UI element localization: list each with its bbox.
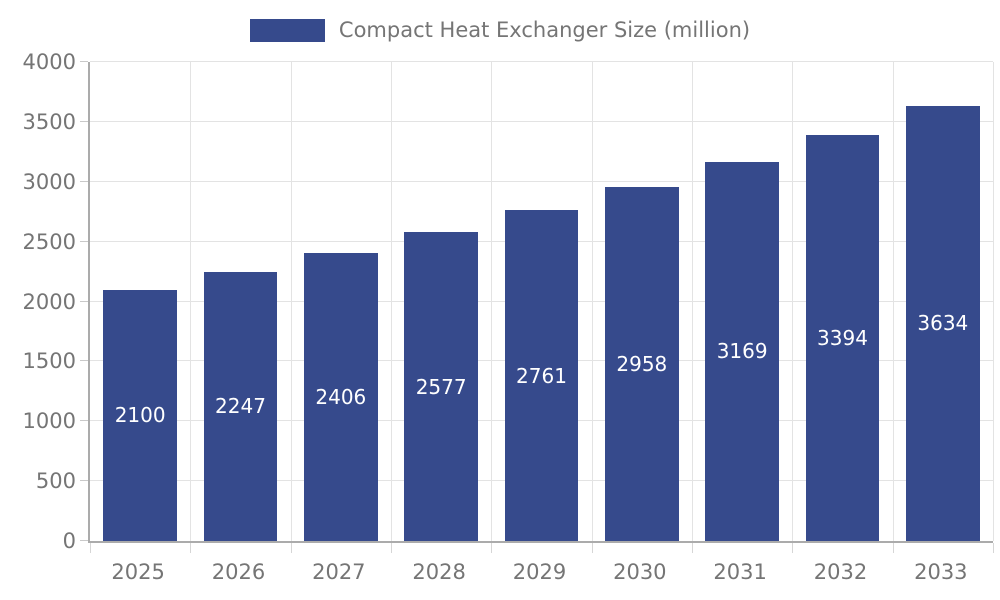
bar-value-label: 2577 [415,374,467,399]
x-tick-label: 2026 [211,560,266,584]
x-tick-mark [390,543,392,553]
y-tick-mark [80,120,88,122]
gridline-h [90,180,993,182]
y-tick-label: 0 [62,529,76,553]
y-axis-labels: 0 500 1000 1500 2000 2500 3000 3500 4000 [0,50,76,553]
x-tick-mark [691,543,693,553]
gridline-v [190,62,192,541]
y-tick-mark [80,300,88,302]
gridline-v [892,62,894,541]
y-tick-label: 2000 [22,289,76,314]
bar-2032[interactable]: 3394 [805,134,880,541]
x-tick-mark [90,543,91,553]
legend[interactable]: Compact Heat Exchanger Size (million) [0,18,1000,42]
y-tick-mark [80,180,88,182]
y-tick-mark [80,480,88,482]
bar-value-label: 3394 [817,325,868,350]
x-tick-mark [190,543,192,553]
gridline-v [290,62,292,541]
bar-2028[interactable]: 2577 [404,232,479,541]
bar-2031[interactable]: 3169 [705,161,780,541]
x-tick-mark [892,543,894,553]
gridline-v [691,62,693,541]
y-tick-label: 500 [35,469,76,494]
bar-2029[interactable]: 2761 [504,210,579,541]
bar-2026[interactable]: 2247 [203,271,278,541]
x-tick-label: 2032 [813,560,868,584]
gridline-v [993,62,994,541]
bar-value-label: 2100 [114,403,166,428]
gridline-v [390,62,392,541]
y-tick-label: 1000 [22,409,76,434]
y-tick-mark [80,420,88,422]
bar-value-label: 2761 [516,363,567,388]
x-tick-label: 2029 [512,560,567,584]
x-tick-mark [792,543,794,553]
bar-2027[interactable]: 2406 [303,252,378,541]
bar-2033[interactable]: 3634 [905,105,980,541]
y-tick-mark [80,61,88,62]
bar-2025[interactable]: 2100 [103,289,178,541]
x-tick-label: 2031 [713,560,767,584]
bar-value-label: 2958 [616,351,668,376]
x-tick-mark [290,543,292,553]
x-tick-label: 2033 [914,560,968,584]
x-tick-label: 2030 [613,560,667,584]
x-axis-labels: 2025 2026 2027 2028 2029 2030 2031 2032 2033 [88,560,991,590]
bar-value-label: 2406 [315,384,367,409]
x-tick-label: 2025 [111,560,165,584]
plot-area: 2100 2247 2406 2577 2761 2958 3169 3394 3634 [80,61,994,553]
bar-value-label: 2247 [215,394,266,419]
x-tick-mark [591,543,593,553]
bar-value-label: 3169 [716,339,768,364]
gridline-v [491,62,493,541]
gridline-v [792,62,794,541]
gridline-h [90,120,993,122]
y-tick-mark [80,240,88,242]
x-tick-mark [993,543,994,553]
y-tick-mark [80,360,88,362]
y-tick-mark [80,540,88,541]
y-tick-label: 3500 [22,109,76,134]
bar-2030[interactable]: 2958 [604,186,679,541]
legend-label: Compact Heat Exchanger Size (million) [338,18,751,42]
bar-value-label: 3634 [917,311,969,336]
gridline-v [591,62,593,541]
legend-swatch-icon [249,18,325,42]
gridline-h [90,61,993,62]
x-tick-mark [491,543,493,553]
y-tick-label: 1500 [22,349,76,374]
y-tick-label: 4000 [22,50,76,74]
x-tick-label: 2028 [412,560,466,584]
x-tick-label: 2027 [312,560,366,584]
y-tick-label: 2500 [22,229,76,254]
y-tick-label: 3000 [22,169,76,194]
